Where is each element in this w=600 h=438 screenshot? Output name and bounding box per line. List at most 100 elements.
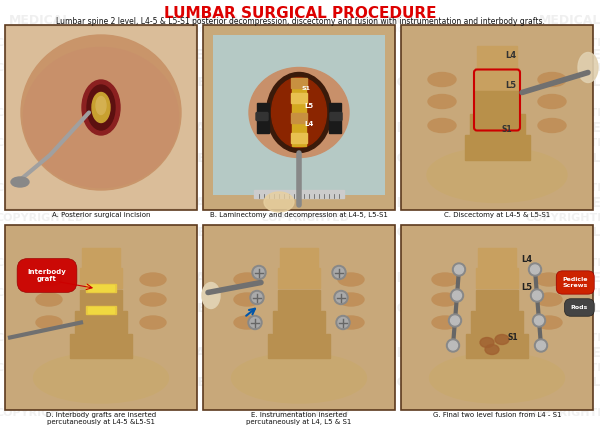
Bar bbox=[465, 134, 530, 159]
Text: art | works: art | works bbox=[17, 318, 62, 328]
Ellipse shape bbox=[252, 265, 266, 279]
Ellipse shape bbox=[449, 341, 458, 350]
Text: MEDICAL: MEDICAL bbox=[362, 226, 425, 240]
Ellipse shape bbox=[23, 47, 179, 187]
Bar bbox=[291, 92, 307, 102]
Bar bbox=[75, 311, 127, 332]
Text: S1: S1 bbox=[507, 332, 518, 342]
Text: COPYRIGHTED: COPYRIGHTED bbox=[526, 363, 600, 373]
Ellipse shape bbox=[34, 353, 169, 403]
Ellipse shape bbox=[530, 289, 544, 302]
Bar bbox=[80, 268, 122, 287]
Ellipse shape bbox=[232, 353, 367, 403]
Bar bbox=[466, 333, 528, 357]
Text: COPYRIGHTED: COPYRIGHTED bbox=[526, 183, 600, 193]
Bar bbox=[471, 311, 523, 332]
Ellipse shape bbox=[432, 273, 458, 286]
Text: LUMBAR SURGICAL PROCEDURE: LUMBAR SURGICAL PROCEDURE bbox=[164, 6, 436, 21]
Text: art | works: art | works bbox=[194, 25, 239, 35]
Ellipse shape bbox=[96, 96, 106, 114]
Text: COPYRIGHTED: COPYRIGHTED bbox=[526, 138, 600, 148]
Ellipse shape bbox=[11, 177, 29, 187]
Bar bbox=[291, 78, 307, 88]
Ellipse shape bbox=[234, 316, 260, 329]
Text: MEDICAL: MEDICAL bbox=[9, 14, 71, 27]
Ellipse shape bbox=[533, 314, 545, 327]
Text: art | works: art | works bbox=[283, 93, 328, 102]
Ellipse shape bbox=[332, 265, 346, 279]
Bar bbox=[5, 225, 197, 410]
Text: COPYRIGHTED: COPYRIGHTED bbox=[0, 258, 85, 268]
Ellipse shape bbox=[254, 268, 264, 278]
FancyBboxPatch shape bbox=[256, 113, 268, 120]
Bar bbox=[278, 268, 320, 287]
Text: art | works: art | works bbox=[548, 393, 592, 403]
Text: COPYRIGHTED: COPYRIGHTED bbox=[0, 408, 85, 418]
Text: MEDICAL: MEDICAL bbox=[185, 377, 248, 389]
Ellipse shape bbox=[248, 315, 262, 329]
Text: COPYRIGHTED: COPYRIGHTED bbox=[526, 108, 600, 118]
Text: L4: L4 bbox=[304, 120, 313, 127]
Text: SAMPLE: SAMPLE bbox=[362, 121, 425, 135]
Text: D. Interbody grafts are inserted
percutaneously at L4-5 &L5-S1: D. Interbody grafts are inserted percuta… bbox=[46, 412, 156, 425]
Text: MEDICAL: MEDICAL bbox=[539, 77, 600, 89]
Text: art | works: art | works bbox=[548, 244, 592, 252]
Text: MEDICAL: MEDICAL bbox=[185, 14, 248, 27]
Bar bbox=[329, 102, 341, 133]
Bar bbox=[470, 113, 525, 135]
Ellipse shape bbox=[536, 273, 562, 286]
Ellipse shape bbox=[82, 80, 120, 135]
Ellipse shape bbox=[252, 293, 262, 303]
Ellipse shape bbox=[485, 345, 499, 354]
Text: E. Instrumentation inserted
percutaneously at L4, L5 & S1: E. Instrumentation inserted percutaneous… bbox=[247, 412, 352, 425]
Ellipse shape bbox=[36, 273, 62, 286]
Ellipse shape bbox=[250, 318, 260, 328]
Ellipse shape bbox=[427, 148, 567, 202]
Ellipse shape bbox=[338, 293, 364, 306]
Text: MEDICAL: MEDICAL bbox=[362, 377, 425, 389]
Bar bbox=[88, 285, 114, 290]
Text: MEDICAL: MEDICAL bbox=[539, 301, 600, 314]
Text: art | works: art | works bbox=[17, 169, 62, 177]
Bar bbox=[203, 225, 395, 410]
Ellipse shape bbox=[87, 85, 115, 130]
Ellipse shape bbox=[536, 293, 562, 306]
Bar bbox=[478, 247, 516, 268]
Text: B. Laminectomy and decompression at L4-5, L5-S1: B. Laminectomy and decompression at L4-5… bbox=[210, 212, 388, 218]
Text: COPYRIGHTED: COPYRIGHTED bbox=[260, 138, 350, 148]
Text: art | works: art | works bbox=[548, 318, 592, 328]
Text: SAMPLE: SAMPLE bbox=[538, 48, 600, 62]
Text: COPYRIGHTED: COPYRIGHTED bbox=[0, 333, 85, 343]
Ellipse shape bbox=[266, 73, 331, 152]
Text: L5: L5 bbox=[505, 81, 516, 89]
Ellipse shape bbox=[234, 273, 260, 286]
Text: SAMPLE: SAMPLE bbox=[362, 196, 425, 210]
Ellipse shape bbox=[536, 316, 562, 329]
Bar bbox=[477, 46, 517, 67]
Text: COPYRIGHTED: COPYRIGHTED bbox=[260, 363, 350, 373]
Text: MEDICAL: MEDICAL bbox=[185, 77, 248, 89]
Text: A. Posterior surgical incision: A. Posterior surgical incision bbox=[52, 212, 150, 218]
Text: COPYRIGHTED: COPYRIGHTED bbox=[260, 333, 350, 343]
Text: L5: L5 bbox=[521, 283, 532, 292]
Ellipse shape bbox=[336, 315, 350, 329]
Text: MEDICAL: MEDICAL bbox=[539, 377, 600, 389]
Text: MEDICAL: MEDICAL bbox=[9, 77, 71, 89]
Bar bbox=[278, 290, 320, 310]
Bar bbox=[476, 268, 518, 287]
Ellipse shape bbox=[446, 339, 460, 352]
Ellipse shape bbox=[495, 335, 509, 345]
Text: COPYRIGHTED: COPYRIGHTED bbox=[260, 63, 350, 73]
Text: art | works: art | works bbox=[548, 169, 592, 177]
Text: S1: S1 bbox=[301, 85, 310, 91]
Ellipse shape bbox=[452, 263, 466, 276]
Text: SAMPLE: SAMPLE bbox=[362, 271, 425, 285]
Text: SAMPLE: SAMPLE bbox=[8, 48, 71, 62]
Ellipse shape bbox=[455, 265, 464, 274]
Ellipse shape bbox=[538, 119, 566, 133]
Ellipse shape bbox=[533, 291, 542, 300]
Text: COPYRIGHTED: COPYRIGHTED bbox=[526, 258, 600, 268]
Text: MEDICAL: MEDICAL bbox=[539, 226, 600, 240]
Ellipse shape bbox=[535, 316, 544, 325]
Ellipse shape bbox=[428, 95, 456, 109]
